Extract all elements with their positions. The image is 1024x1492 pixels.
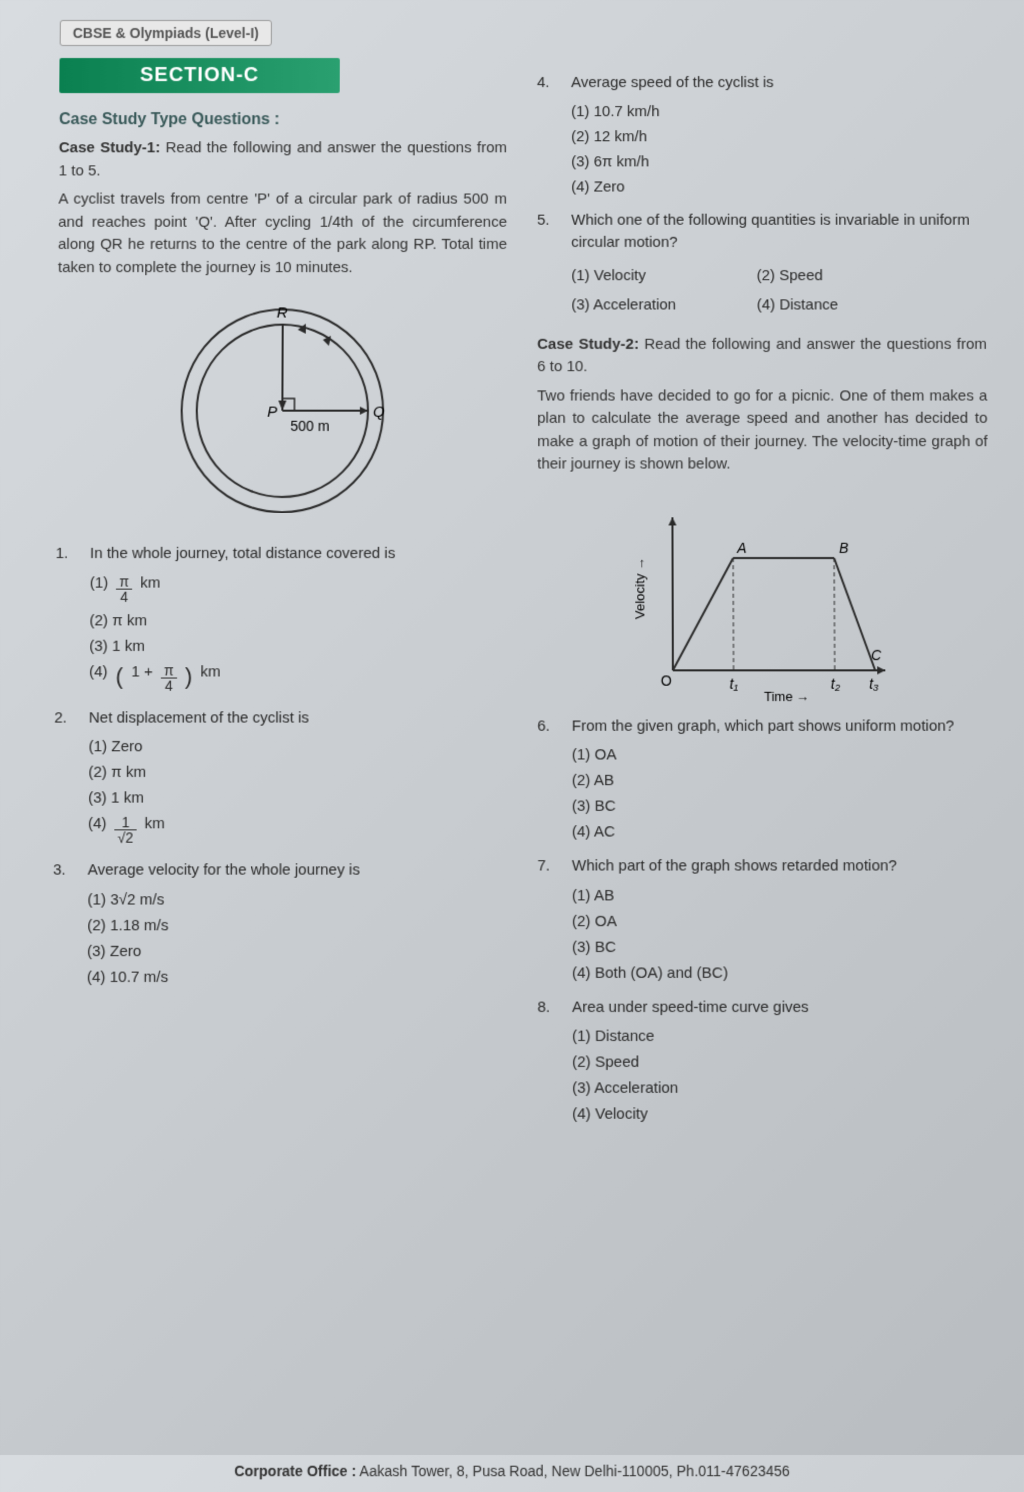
question-5: 5. Which one of the following quantities… [537, 209, 987, 319]
diagram-velocity-time: O A B C t₁ t₂ t₃ Time → Velocity → [632, 496, 896, 700]
q8-opt2: (2) Speed [572, 1053, 993, 1071]
question-3: 3. Average velocity for the whole journe… [52, 859, 507, 985]
q6-opt2: (2) AB [572, 772, 991, 789]
q7-opt4: (4) Both (OA) and (BC) [572, 964, 992, 982]
case2-intro: Case Study-2: Read the following and ans… [537, 333, 987, 379]
q6-opt4: (4) AC [572, 823, 991, 840]
q4-text: Average speed of the cyclist is [571, 72, 774, 95]
q3-text: Average velocity for the whole journey i… [88, 859, 360, 882]
q7-opt2: (2) OA [572, 912, 992, 930]
q4-num: 4. [537, 72, 561, 95]
footer: Corporate Office : Aakash Tower, 8, Pusa… [0, 1463, 1024, 1480]
label-B: B [839, 539, 849, 555]
q8-opt1: (1) Distance [572, 1027, 993, 1045]
q1-opt2: (2) π km [89, 612, 507, 629]
q1-num: 1. [56, 543, 80, 566]
label-C: C [871, 646, 882, 662]
question-7: 7. Which part of the graph shows retarde… [537, 855, 992, 981]
q3-opt3: (3) Zero [87, 942, 507, 960]
q7-opt1: (1) AB [572, 886, 992, 904]
case1-title: Case Study-1: [59, 139, 161, 156]
q8-num: 8. [537, 996, 561, 1019]
q6-text: From the given graph, which part shows u… [572, 715, 955, 738]
q1-text: In the whole journey, total distance cov… [90, 543, 395, 566]
q4-opt4: (4) Zero [571, 178, 985, 195]
q8-opt3: (3) Acceleration [572, 1079, 993, 1097]
question-4: 4. Average speed of the cyclist is (1) 1… [537, 72, 986, 195]
label-A: A [736, 539, 746, 555]
label-P: P [267, 404, 277, 421]
q8-text: Area under speed-time curve gives [572, 996, 809, 1019]
question-8: 8. Area under speed-time curve gives (1)… [537, 996, 993, 1123]
q7-opt3: (3) BC [572, 938, 992, 956]
q4-opt3: (3) 6π km/h [571, 153, 985, 170]
q2-opt2: (2) π km [88, 764, 507, 781]
q5-text: Which one of the following quantities is… [571, 209, 986, 254]
label-O: O [660, 672, 671, 688]
section-banner: SECTION-C [59, 58, 340, 93]
label-t3: t₃ [869, 675, 879, 691]
q5-opt1: (1) Velocity [571, 267, 752, 284]
label-velocity: Velocity → [632, 556, 647, 619]
footer-address: Aakash Tower, 8, Pusa Road, New Delhi-11… [359, 1463, 789, 1480]
q2-num: 2. [54, 707, 78, 730]
q5-num: 5. [537, 209, 561, 254]
case1-passage: A cyclist travels from centre 'P' of a c… [58, 189, 507, 280]
q6-opt3: (3) BC [572, 797, 991, 814]
q5-opt4: (4) Distance [757, 296, 938, 313]
q1-opt4: (4) ( 1 + π4 ) km [89, 663, 507, 693]
q3-opt2: (2) 1.18 m/s [87, 916, 507, 934]
q8-opt4: (4) Velocity [572, 1105, 993, 1123]
case1-intro: Case Study-1: Read the following and ans… [59, 137, 507, 182]
label-t1: t₁ [729, 675, 738, 691]
q7-text: Which part of the graph shows retarded m… [572, 855, 897, 878]
q6-opt1: (1) OA [572, 746, 991, 763]
q2-opt3: (3) 1 km [88, 789, 507, 806]
case2-title: Case Study-2: [537, 335, 639, 352]
q5-opt3: (3) Acceleration [571, 296, 752, 313]
footer-label: Corporate Office : [234, 1463, 356, 1480]
case-study-subheading: Case Study Type Questions : [59, 111, 507, 129]
q3-opt1: (1) 3√2 m/s [87, 891, 507, 909]
case2-passage: Two friends have decided to go for a pic… [537, 385, 988, 476]
label-t2: t₂ [830, 675, 840, 691]
q1-opt1: (1) π4 km [90, 574, 507, 604]
q2-opt1: (1) Zero [88, 738, 506, 755]
diagram-circular-park: P Q R 500 m [170, 299, 392, 522]
label-Q: Q [372, 404, 384, 421]
q2-text: Net displacement of the cyclist is [89, 707, 309, 730]
q5-opt2: (2) Speed [757, 267, 938, 284]
q3-num: 3. [53, 859, 78, 882]
question-6: 6. From the given graph, which part show… [537, 715, 991, 841]
q1-opt3: (3) 1 km [89, 637, 507, 654]
question-2: 2. Net displacement of the cyclist is (1… [53, 707, 507, 845]
label-time: Time → [763, 688, 809, 700]
q6-num: 6. [537, 715, 561, 738]
question-1: 1. In the whole journey, total distance … [55, 543, 507, 693]
q4-opt2: (2) 12 km/h [571, 128, 985, 145]
label-radius: 500 m [290, 418, 329, 434]
q3-opt4: (4) 10.7 m/s [87, 968, 507, 986]
q2-opt4: (4) 1√2 km [88, 815, 507, 845]
header-band: CBSE & Olympiads (Level-I) [60, 20, 272, 46]
q7-num: 7. [537, 855, 561, 878]
label-R: R [276, 304, 287, 321]
q4-opt1: (1) 10.7 km/h [571, 103, 985, 120]
